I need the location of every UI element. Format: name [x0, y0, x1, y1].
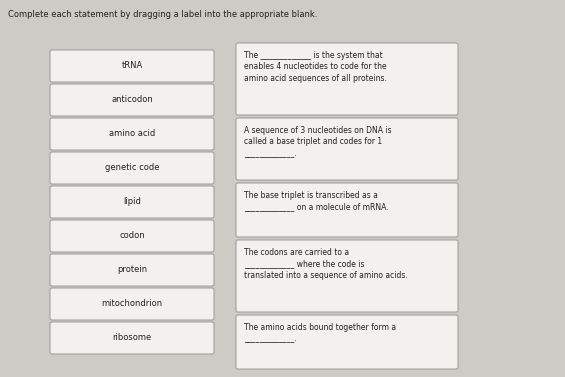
Text: mitochondrion: mitochondrion [102, 299, 163, 308]
Text: The codons are carried to a
_____________ where the code is
translated into a se: The codons are carried to a ____________… [244, 248, 408, 280]
Text: Complete each statement by dragging a label into the appropriate blank.: Complete each statement by dragging a la… [8, 10, 318, 19]
Text: genetic code: genetic code [105, 164, 159, 173]
FancyBboxPatch shape [236, 118, 458, 180]
FancyBboxPatch shape [236, 240, 458, 312]
FancyBboxPatch shape [50, 186, 214, 218]
FancyBboxPatch shape [50, 50, 214, 82]
Text: tRNA: tRNA [121, 61, 142, 70]
FancyBboxPatch shape [50, 288, 214, 320]
FancyBboxPatch shape [50, 84, 214, 116]
FancyBboxPatch shape [50, 118, 214, 150]
Text: lipid: lipid [123, 198, 141, 207]
FancyBboxPatch shape [236, 315, 458, 369]
Text: The base triplet is transcribed as a
_____________ on a molecule of mRNA.: The base triplet is transcribed as a ___… [244, 191, 389, 211]
Text: ribosome: ribosome [112, 334, 151, 342]
Text: The _____________ is the system that
enables 4 nucleotides to code for the
amino: The _____________ is the system that ena… [244, 51, 387, 83]
FancyBboxPatch shape [236, 43, 458, 115]
Text: codon: codon [119, 231, 145, 241]
Text: anticodon: anticodon [111, 95, 153, 104]
FancyBboxPatch shape [50, 322, 214, 354]
Text: protein: protein [117, 265, 147, 274]
Text: A sequence of 3 nucleotides on DNA is
called a base triplet and codes for 1
____: A sequence of 3 nucleotides on DNA is ca… [244, 126, 392, 158]
Text: The amino acids bound together form a
_____________.: The amino acids bound together form a __… [244, 323, 396, 343]
FancyBboxPatch shape [50, 152, 214, 184]
FancyBboxPatch shape [50, 254, 214, 286]
Text: amino acid: amino acid [109, 130, 155, 138]
FancyBboxPatch shape [236, 183, 458, 237]
FancyBboxPatch shape [50, 220, 214, 252]
